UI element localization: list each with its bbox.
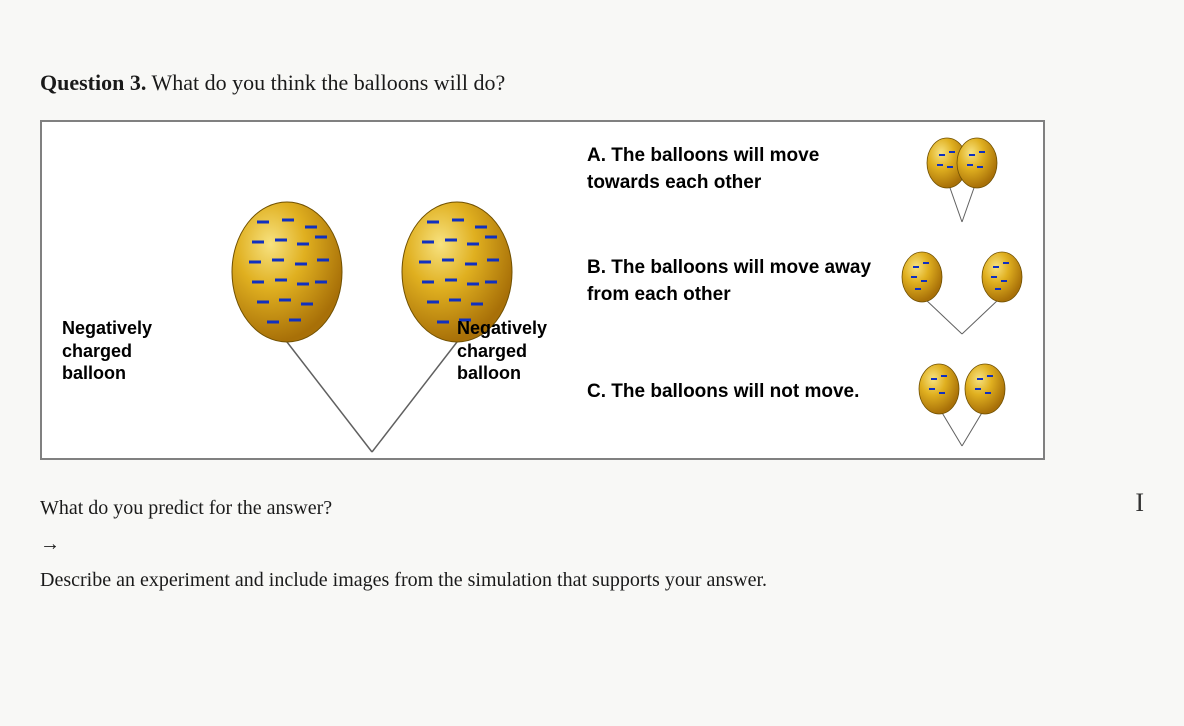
answer-b-text: B. The balloons will move away from each…	[587, 249, 897, 308]
answer-c-icon	[897, 361, 1027, 451]
answers-column: A. The balloons will move towards each o…	[587, 137, 1037, 473]
question-number: Question 3.	[40, 70, 146, 95]
question-prompt: What do you think the balloons will do?	[151, 70, 505, 95]
answer-c-text: C. The balloons will not move.	[587, 361, 897, 406]
left-balloon-label: Negatively charged balloon	[62, 317, 172, 385]
text-cursor-icon: I	[1135, 488, 1144, 518]
diagram-box: Negatively charged balloon Negatively ch…	[40, 120, 1045, 460]
question-title: Question 3. What do you think the balloo…	[40, 70, 1144, 96]
answer-b-icon	[897, 249, 1027, 339]
right-balloon-label: Negatively charged balloon	[457, 317, 577, 385]
answer-a-icon	[897, 137, 1027, 227]
followup-block: What do you predict for the answer? → De…	[40, 490, 1144, 598]
answer-a: A. The balloons will move towards each o…	[587, 137, 1037, 227]
answer-a-text: A. The balloons will move towards each o…	[587, 137, 897, 196]
answer-b: B. The balloons will move away from each…	[587, 249, 1037, 339]
followup-line2: Describe an experiment and include image…	[40, 562, 1144, 598]
arrow-icon: →	[40, 526, 1144, 562]
main-diagram: Negatively charged balloon Negatively ch…	[112, 182, 582, 442]
answer-c: C. The balloons will not move.	[587, 361, 1037, 451]
followup-line1: What do you predict for the answer?	[40, 490, 1144, 526]
